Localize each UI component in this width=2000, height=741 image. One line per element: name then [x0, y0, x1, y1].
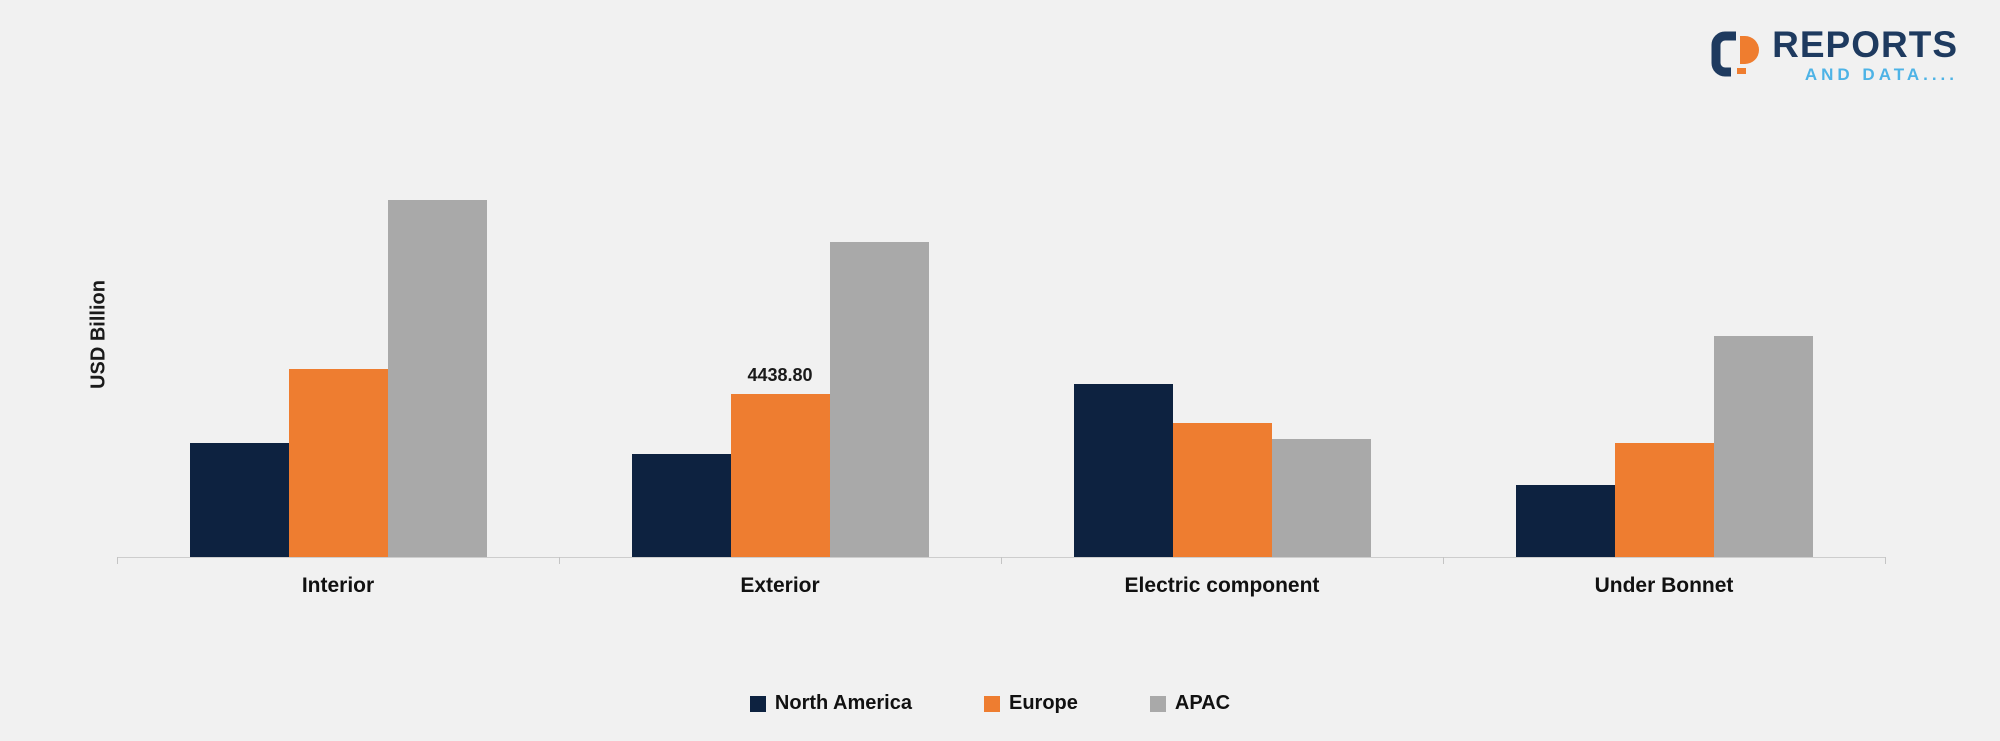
legend-swatch-north-america	[749, 695, 766, 712]
bar-north-america-under-bonnet	[1515, 485, 1615, 557]
category-slot-electric-component	[1001, 189, 1443, 557]
logo-text-anddata: AND DATA....	[1804, 65, 1958, 84]
logo-text-reports: REPORTS	[1772, 24, 1958, 65]
bar-europe-under-bonnet	[1614, 442, 1714, 557]
reports-and-data-logo: REPORTS AND DATA....	[1710, 26, 1958, 83]
bar-value-label: 4438.80	[747, 364, 813, 385]
bar-north-america-exterior	[631, 453, 731, 557]
bar-apac-exterior	[829, 242, 929, 557]
legend-item-north-america: North America	[749, 692, 912, 715]
axis-tick	[1443, 557, 1444, 564]
legend-label-apac: APAC	[1174, 692, 1231, 714]
bar-apac-electric-component	[1271, 439, 1371, 557]
axis-tick	[1885, 557, 1886, 564]
legend-item-europe: Europe	[983, 692, 1078, 715]
bar-apac-interior	[387, 200, 487, 557]
axis-tick	[559, 557, 560, 564]
plot-area: 4438.80	[117, 189, 1886, 564]
legend-swatch-apac	[1149, 695, 1166, 712]
category-slot-interior	[117, 189, 559, 557]
category-slot-under-bonnet	[1443, 189, 1885, 557]
legend-label-north-america: North America	[774, 692, 912, 714]
category-label-under-bonnet: Under Bonnet	[1594, 574, 1734, 597]
y-axis-label: USD Billion	[87, 280, 110, 389]
axis-tick	[1001, 557, 1002, 564]
legend-item-apac: APAC	[1149, 692, 1231, 715]
bar-apac-under-bonnet	[1713, 336, 1813, 557]
bar-group	[1073, 189, 1371, 557]
category-labels-row: Interior Exterior Electric component Under …	[117, 574, 1885, 598]
category-label-exterior: Exterior	[740, 574, 820, 597]
bar-europe-exterior: 4438.80	[730, 365, 830, 557]
bar-europe-interior	[288, 369, 388, 557]
category-label-interior: Interior	[301, 574, 375, 597]
legend-label-europe: Europe	[1008, 692, 1078, 714]
bar-north-america-electric-component	[1073, 384, 1173, 557]
axis-tick	[117, 557, 118, 564]
bar-group	[189, 189, 487, 557]
bar-group: 4438.80	[631, 189, 929, 557]
bar-group	[1515, 189, 1813, 557]
chart-legend: North America Europe APAC	[0, 692, 1980, 715]
logo-icon	[1711, 31, 1760, 77]
legend-swatch-europe	[983, 695, 1000, 712]
bar-europe-electric-component	[1172, 422, 1272, 557]
logo-text: REPORTS AND DATA....	[1772, 26, 1958, 83]
bar-north-america-interior	[189, 442, 289, 557]
category-label-electric-component: Electric component	[1124, 574, 1320, 597]
category-slot-exterior: 4438.80	[559, 189, 1001, 557]
